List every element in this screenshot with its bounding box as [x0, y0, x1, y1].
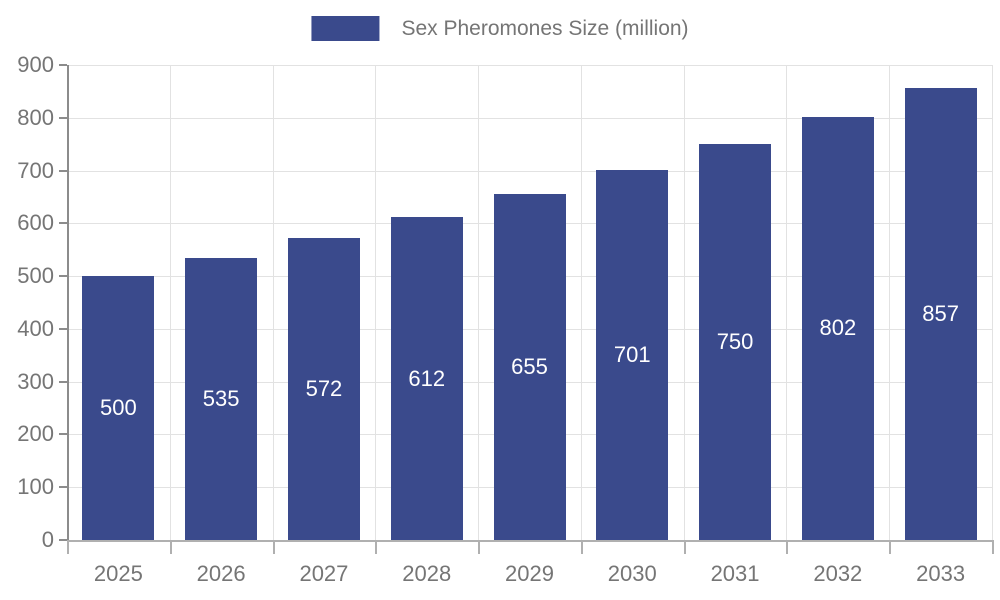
legend-swatch: [311, 16, 380, 41]
y-tick-label: 500: [17, 263, 54, 289]
x-tick-label: 2029: [505, 561, 554, 586]
y-tick-label: 400: [17, 315, 54, 341]
y-axis-tick: [59, 433, 67, 436]
y-axis-tick: [59, 327, 67, 330]
v-gridline: [169, 65, 171, 540]
v-gridline: [375, 65, 377, 540]
x-axis-line: [67, 540, 993, 542]
v-gridline: [992, 65, 993, 540]
x-axis-tick: [683, 540, 686, 554]
y-axis-tick: [59, 380, 67, 383]
y-tick-label: 0: [41, 527, 54, 552]
x-axis-tick: [992, 540, 994, 554]
bar: 857: [904, 87, 977, 540]
y-axis-tick: [59, 275, 67, 278]
y-tick-label: 800: [17, 104, 54, 130]
x-tick-label: 2032: [813, 561, 863, 586]
legend-label: Sex Pheromones Size (million): [401, 16, 689, 40]
x-tick-label: 2025: [93, 561, 143, 586]
x-axis-tick: [889, 540, 892, 554]
x-tick-label: 2028: [402, 561, 452, 586]
bar-value-label: 857: [922, 300, 959, 326]
y-axis-tick: [59, 539, 67, 541]
y-axis-tick: [59, 222, 67, 225]
bar: 750: [699, 144, 772, 540]
bar: 535: [185, 257, 258, 540]
legend: Sex Pheromones Size (million): [311, 16, 689, 41]
bar-value-label: 500: [100, 395, 137, 421]
bar-value-label: 612: [408, 365, 446, 391]
x-axis-tick: [67, 540, 69, 554]
x-axis-tick: [272, 540, 275, 554]
y-tick-label: 600: [17, 210, 54, 236]
v-gridline: [683, 65, 685, 540]
bar-value-label: 802: [819, 315, 857, 341]
bar-value-label: 535: [202, 385, 240, 411]
y-tick-label: 300: [17, 368, 54, 394]
h-gridline: [67, 65, 992, 66]
y-tick-label: 200: [17, 421, 54, 447]
x-axis-tick: [169, 540, 172, 554]
x-tick-label: 2033: [916, 561, 966, 586]
x-axis-tick: [580, 540, 583, 554]
y-axis-tick: [59, 169, 67, 172]
x-axis-tick: [375, 540, 378, 554]
v-gridline: [580, 65, 582, 540]
x-axis-tick: [786, 540, 789, 554]
bar: 500: [82, 276, 155, 540]
bar-value-label: 572: [305, 376, 343, 402]
bar-value-label: 701: [613, 342, 651, 367]
x-tick-label: 2030: [607, 561, 657, 586]
v-gridline: [478, 65, 480, 540]
y-tick-label: 700: [17, 157, 54, 183]
bar: 612: [390, 217, 463, 540]
bar: 572: [287, 238, 360, 540]
x-axis-tick: [478, 540, 481, 554]
bar-value-label: 655: [511, 354, 548, 380]
y-tick-label: 900: [17, 52, 54, 77]
y-axis-line: [67, 65, 69, 540]
bar: 802: [801, 116, 874, 540]
y-axis-tick: [59, 64, 67, 66]
bar: 701: [596, 170, 669, 540]
y-axis-tick: [59, 486, 67, 489]
y-tick-label: 100: [17, 474, 54, 500]
v-gridline: [786, 65, 788, 540]
h-gridline: [67, 170, 992, 172]
y-axis-tick: [59, 116, 67, 119]
bar-value-label: 750: [716, 329, 754, 355]
x-tick-label: 2026: [196, 561, 246, 586]
h-gridline: [67, 117, 992, 119]
v-gridline: [889, 65, 891, 540]
bar: 655: [493, 194, 566, 540]
x-tick-label: 2027: [299, 561, 349, 586]
v-gridline: [272, 65, 274, 540]
x-tick-label: 2031: [710, 561, 760, 586]
